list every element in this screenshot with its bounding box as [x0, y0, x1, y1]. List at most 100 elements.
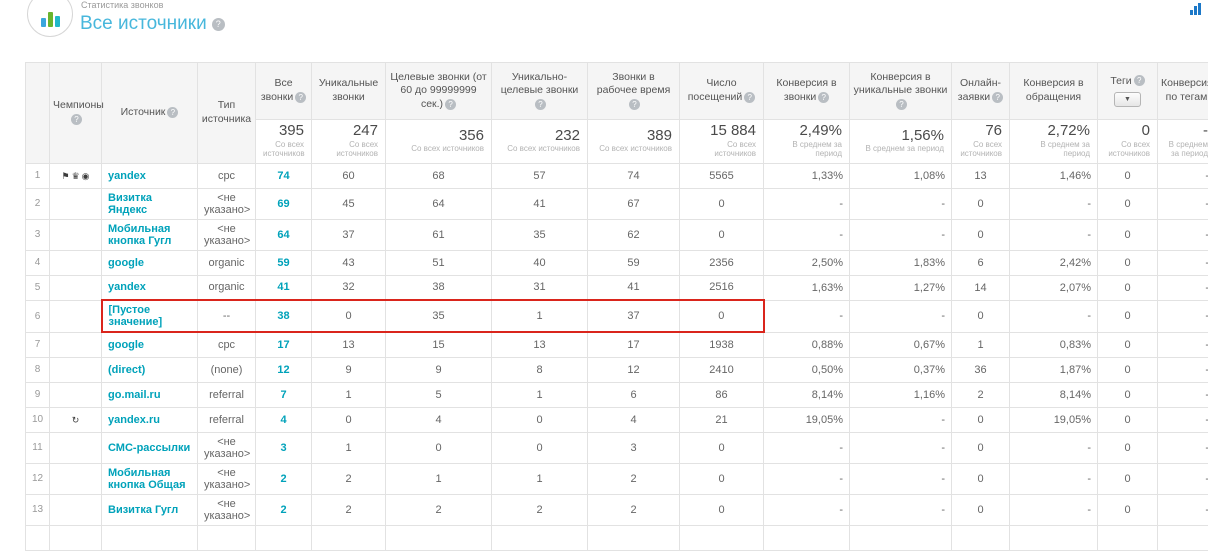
- conv_tags-cell: -: [1158, 463, 1208, 494]
- refresh-icon[interactable]: ↻: [72, 415, 80, 425]
- all-calls-link[interactable]: 4: [280, 414, 286, 426]
- help-icon[interactable]: ?: [535, 99, 546, 110]
- corner-chart-icon[interactable]: [1190, 3, 1201, 15]
- help-icon[interactable]: ?: [896, 99, 907, 110]
- visits-cell: 86: [680, 382, 764, 407]
- column-label: Число посещений: [688, 77, 743, 103]
- conv_calls-cell: -: [764, 219, 850, 250]
- online_leads-cell: 1: [952, 332, 1010, 357]
- all-calls-link[interactable]: 7: [280, 389, 286, 401]
- unique_target_calls-cell: 8: [492, 357, 588, 382]
- total-conv_unique_calls: 1,56%В среднем за период: [850, 120, 952, 164]
- trophy-icon[interactable]: ♛: [72, 171, 80, 181]
- tags-cell: 0: [1098, 250, 1158, 275]
- type-cell: --: [198, 300, 256, 332]
- tags-cell: 0: [1098, 407, 1158, 432]
- tags-filter-dropdown[interactable]: ▼: [1114, 92, 1141, 107]
- total-conv_tags: -В среднем за период: [1158, 120, 1208, 164]
- column-header-num: [26, 63, 50, 164]
- online_leads-cell: 0: [952, 463, 1010, 494]
- all-calls-link[interactable]: 2: [280, 473, 286, 485]
- source-link[interactable]: Мобильная кнопка Общая: [108, 467, 186, 491]
- all-calls-link[interactable]: 3: [280, 442, 286, 454]
- all-calls-link[interactable]: 59: [277, 257, 289, 269]
- source-link[interactable]: Визитка Гугл: [108, 504, 178, 516]
- column-header-conv_unique_calls: Конверсия в уникальные звонки?: [850, 63, 952, 120]
- conv_tags-cell: -: [1158, 219, 1208, 250]
- source-link[interactable]: (direct): [108, 364, 145, 376]
- source-cell: [102, 525, 198, 550]
- champions-cell: ⚑♛◉: [50, 163, 102, 188]
- source-link[interactable]: google: [108, 339, 144, 351]
- source-link[interactable]: go.mail.ru: [108, 389, 161, 401]
- unique_target_calls-cell: 1: [492, 300, 588, 332]
- source-link[interactable]: yandex: [108, 170, 146, 182]
- all-calls-link[interactable]: 12: [277, 364, 289, 376]
- help-icon[interactable]: ?: [1134, 75, 1145, 86]
- all-calls-link[interactable]: 2: [280, 504, 286, 516]
- target_calls-cell: [386, 525, 492, 550]
- help-icon[interactable]: ?: [167, 107, 178, 118]
- source-link[interactable]: google: [108, 257, 144, 269]
- source-link[interactable]: СМС-рассылки: [108, 442, 190, 454]
- title-help-icon[interactable]: ?: [212, 18, 225, 31]
- total-sublabel: Со всех источников: [263, 140, 304, 159]
- help-icon[interactable]: ?: [818, 92, 829, 103]
- champions-cell: [50, 525, 102, 550]
- all-calls-link[interactable]: 38: [277, 310, 289, 322]
- total-value: 232: [499, 128, 580, 145]
- help-icon[interactable]: ?: [992, 92, 1003, 103]
- conv_tags-cell: -: [1158, 188, 1208, 219]
- source-link[interactable]: Визитка Яндекс: [108, 192, 152, 216]
- help-icon[interactable]: ?: [629, 99, 640, 110]
- total-value: 15 884: [687, 123, 756, 140]
- conv_unique_calls-cell: -: [850, 188, 952, 219]
- total-value: 247: [319, 123, 378, 140]
- source-link[interactable]: yandex.ru: [108, 414, 160, 426]
- total-value: 2,49%: [771, 123, 842, 140]
- conv_leads-cell: -: [1010, 300, 1098, 332]
- champions-cell: [50, 357, 102, 382]
- target_calls-cell: 9: [386, 357, 492, 382]
- badge-icon[interactable]: ◉: [82, 171, 90, 181]
- column-label: Тип источника: [202, 99, 251, 125]
- all-calls-link[interactable]: 64: [277, 229, 289, 241]
- help-icon[interactable]: ?: [445, 99, 456, 110]
- help-icon[interactable]: ?: [71, 114, 82, 125]
- unique_calls-cell: 0: [312, 300, 386, 332]
- source-link[interactable]: Мобильная кнопка Гугл: [108, 223, 171, 247]
- tags-cell: 0: [1098, 300, 1158, 332]
- type-cell: <не указано>: [198, 432, 256, 463]
- visits-cell: 0: [680, 188, 764, 219]
- all-calls-link[interactable]: 74: [277, 170, 289, 182]
- target_calls-cell: 0: [386, 432, 492, 463]
- help-icon[interactable]: ?: [744, 92, 755, 103]
- all-calls-link[interactable]: 41: [277, 281, 289, 293]
- tags-cell: 0: [1098, 275, 1158, 300]
- unique_target_calls-cell: 1: [492, 463, 588, 494]
- column-header-type: Тип источника: [198, 63, 256, 164]
- conv_tags-cell: -: [1158, 163, 1208, 188]
- unique_target_calls-cell: 0: [492, 407, 588, 432]
- all-calls-link[interactable]: 17: [277, 339, 289, 351]
- all-calls-link[interactable]: 69: [277, 198, 289, 210]
- visits-cell: 0: [680, 219, 764, 250]
- source-link[interactable]: yandex: [108, 281, 146, 293]
- conv_tags-cell: -: [1158, 332, 1208, 357]
- column-header-work_time_calls: Звонки в рабочее время?: [588, 63, 680, 120]
- conv_tags-cell: -: [1158, 300, 1208, 332]
- row-number: 12: [26, 463, 50, 494]
- help-icon[interactable]: ?: [295, 92, 306, 103]
- online_leads-cell: 0: [952, 432, 1010, 463]
- tags-cell: 0: [1098, 382, 1158, 407]
- visits-cell: 0: [680, 432, 764, 463]
- total-sublabel: Со всех источников: [687, 140, 756, 159]
- flag-icon[interactable]: ⚑: [61, 171, 69, 181]
- source-link[interactable]: [Пустое значение]: [109, 304, 163, 328]
